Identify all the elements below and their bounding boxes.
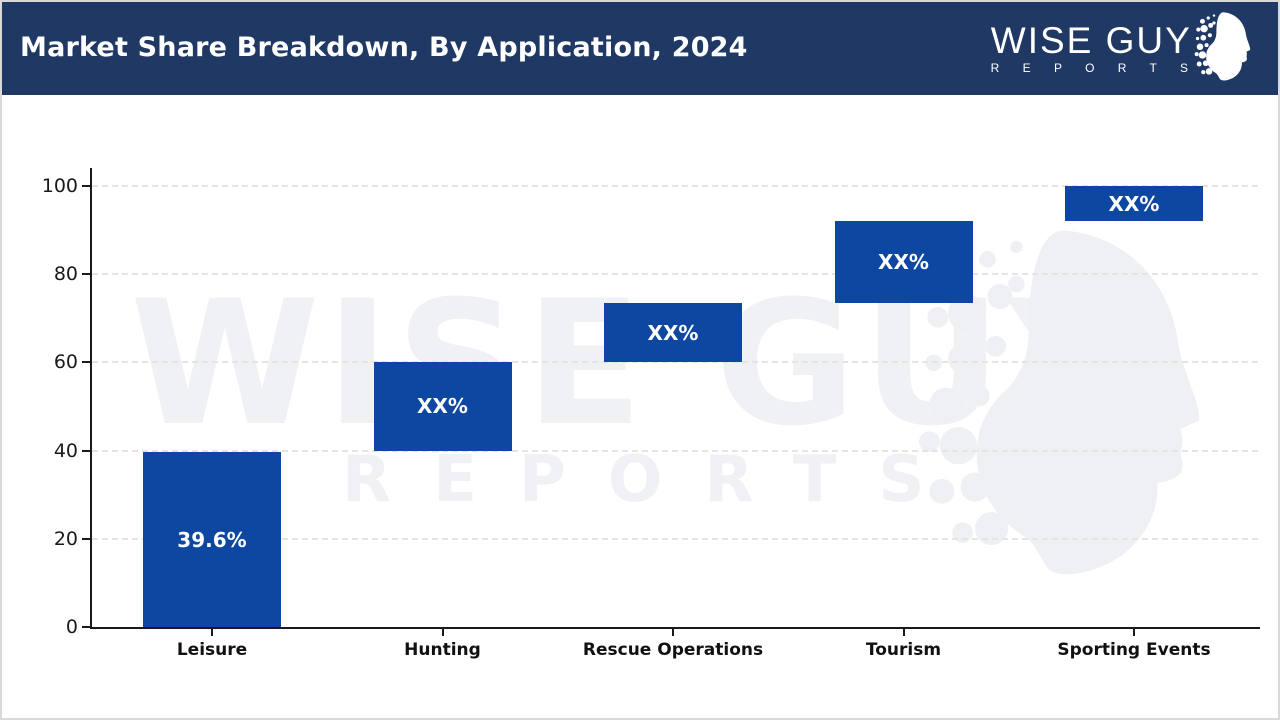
wiseguy-logo-text: WISE GUY R E P O R T S	[985, 22, 1198, 74]
bar-value-label: XX%	[647, 320, 699, 345]
page-title: Market Share Breakdown, By Application, …	[20, 32, 748, 63]
y-axis-tick	[82, 185, 90, 187]
bar-tourism: XX%	[834, 221, 973, 303]
bar-value-label: XX%	[417, 394, 468, 419]
header-banner: Market Share Breakdown, By Application, …	[2, 2, 1278, 95]
y-axis-tick-label: 100	[41, 175, 78, 197]
x-axis-label: Tourism	[865, 640, 942, 660]
watermark-subtitle: REPORTS	[342, 443, 967, 517]
gridline-40	[92, 449, 1258, 452]
y-axis-tick	[82, 449, 90, 452]
y-axis-tick	[82, 273, 90, 276]
gridline-60	[92, 361, 1258, 364]
x-axis-tick	[902, 629, 905, 636]
y-axis-tick	[82, 537, 90, 540]
x-axis-label: Leisure	[176, 640, 248, 660]
y-axis-tick-label: 60	[53, 351, 78, 374]
gridline-20	[92, 537, 1258, 540]
x-axis-label: Hunting	[404, 640, 481, 660]
x-axis-tick	[1133, 629, 1135, 636]
x-axis-line	[90, 627, 1260, 629]
y-axis-tick	[82, 361, 90, 364]
bar-value-label: XX%	[1108, 191, 1160, 216]
bar-value-label: XX%	[878, 250, 929, 275]
watermark-wordmark: WISE GUY	[130, 263, 1139, 464]
logo-subtitle: R E P O R T S	[990, 60, 1198, 75]
waterfall-chart: WISE GUY REPORTS 0 20 40 60 80 100 39.6% XX% XX%…	[2, 95, 1278, 718]
y-axis-line	[90, 168, 92, 629]
x-axis-label: Sporting Events	[1057, 640, 1211, 660]
bar-sporting-events: XX%	[1065, 186, 1203, 222]
x-axis-tick	[211, 629, 213, 636]
dotted-face-profile-icon	[1194, 11, 1251, 80]
bar-hunting: XX%	[373, 362, 512, 451]
x-axis-label: Rescue Operations	[582, 640, 764, 660]
bar-leisure: 39.6%	[143, 452, 281, 627]
bar-rescue-operations: XX%	[604, 302, 742, 363]
x-axis-tick	[441, 629, 444, 636]
x-axis-tick	[672, 629, 674, 636]
y-axis-tick-label: 0	[65, 616, 78, 638]
y-axis-tick-label: 20	[53, 527, 78, 550]
bar-value-label: 39.6%	[177, 527, 247, 552]
wiseguy-logo: WISE GUY R E P O R T S	[985, 9, 1254, 87]
y-axis-tick	[82, 626, 90, 628]
gridline-100	[92, 185, 1258, 187]
y-axis-tick-label: 40	[53, 439, 78, 462]
gridline-80	[92, 273, 1258, 276]
logo-wordmark: WISE GUY	[990, 19, 1192, 61]
y-axis-tick-label: 80	[53, 263, 78, 286]
